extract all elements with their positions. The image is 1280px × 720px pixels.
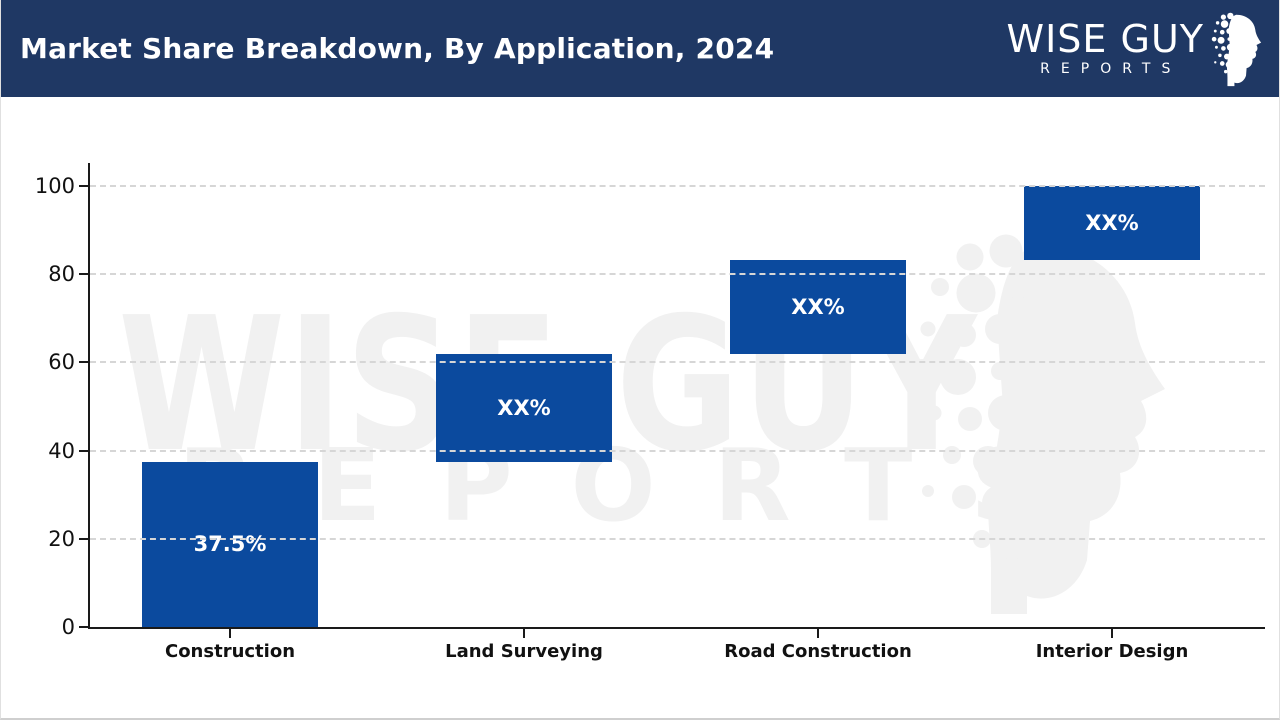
x-axis-label-road-construction: Road Construction xyxy=(724,641,912,662)
y-tick-mark-100 xyxy=(79,185,88,187)
plot: 0 20 40 60 80 100 37.5% Construction XX% Land Sur… xyxy=(0,97,1280,718)
bar-label-land-surveying: XX% xyxy=(497,395,551,420)
bar-road-construction: XX% xyxy=(730,259,906,354)
page-title: Market Share Breakdown, By Application, … xyxy=(20,32,775,65)
bar-construction: 37.5% xyxy=(142,461,318,627)
gridline-40 xyxy=(90,449,1265,452)
bar-interior-design: XX% xyxy=(1024,186,1200,260)
bar-label-road-construction: XX% xyxy=(791,294,845,319)
y-tick-mark-60 xyxy=(79,361,88,364)
gridline-60 xyxy=(90,361,1265,364)
y-tick-mark-20 xyxy=(79,537,88,540)
bar-label-interior-design: XX% xyxy=(1085,210,1139,235)
y-tick-label-20: 20 xyxy=(48,526,75,551)
bar-label-construction: 37.5% xyxy=(193,532,267,557)
x-tick-mark-land-surveying xyxy=(523,629,525,638)
y-tick-mark-80 xyxy=(79,273,88,276)
y-tick-label-0: 0 xyxy=(61,615,75,639)
y-tick-label-80: 80 xyxy=(48,262,75,287)
y-axis-spine xyxy=(88,163,90,629)
x-axis-spine xyxy=(88,627,1265,629)
y-tick-label-60: 60 xyxy=(48,350,75,375)
logo-wordmark: WISE GUY REPORTS xyxy=(1007,19,1204,78)
header: Market Share Breakdown, By Application, … xyxy=(0,0,1280,97)
chart-area: WISE GUY REPORTS 0 20 40 60 80 100 37.5% Constr… xyxy=(0,97,1280,718)
x-axis-label-interior-design: Interior Design xyxy=(1035,641,1189,662)
logo-wordmark-line1: WISE GUY xyxy=(1006,17,1204,61)
x-tick-mark-interior-design xyxy=(1111,629,1113,638)
y-tick-mark-0 xyxy=(79,626,88,628)
gridline-20 xyxy=(90,537,1265,540)
logo: WISE GUY REPORTS xyxy=(1007,7,1264,91)
y-tick-label-40: 40 xyxy=(48,438,75,463)
gridline-100 xyxy=(90,185,1265,187)
watermark-head-icon xyxy=(910,234,1165,614)
x-axis-label-construction: Construction xyxy=(164,641,296,662)
x-tick-mark-construction xyxy=(229,629,231,638)
gridline-80 xyxy=(90,273,1265,276)
y-tick-mark-40 xyxy=(79,449,88,452)
y-tick-label-100: 100 xyxy=(34,174,75,198)
x-axis-label-land-surveying: Land Surveying xyxy=(445,641,603,662)
logo-head-icon xyxy=(1211,12,1262,86)
x-tick-mark-road-construction xyxy=(817,629,819,638)
bar-land-surveying: XX% xyxy=(436,353,612,462)
logo-wordmark-line2: REPORTS xyxy=(1040,61,1182,77)
